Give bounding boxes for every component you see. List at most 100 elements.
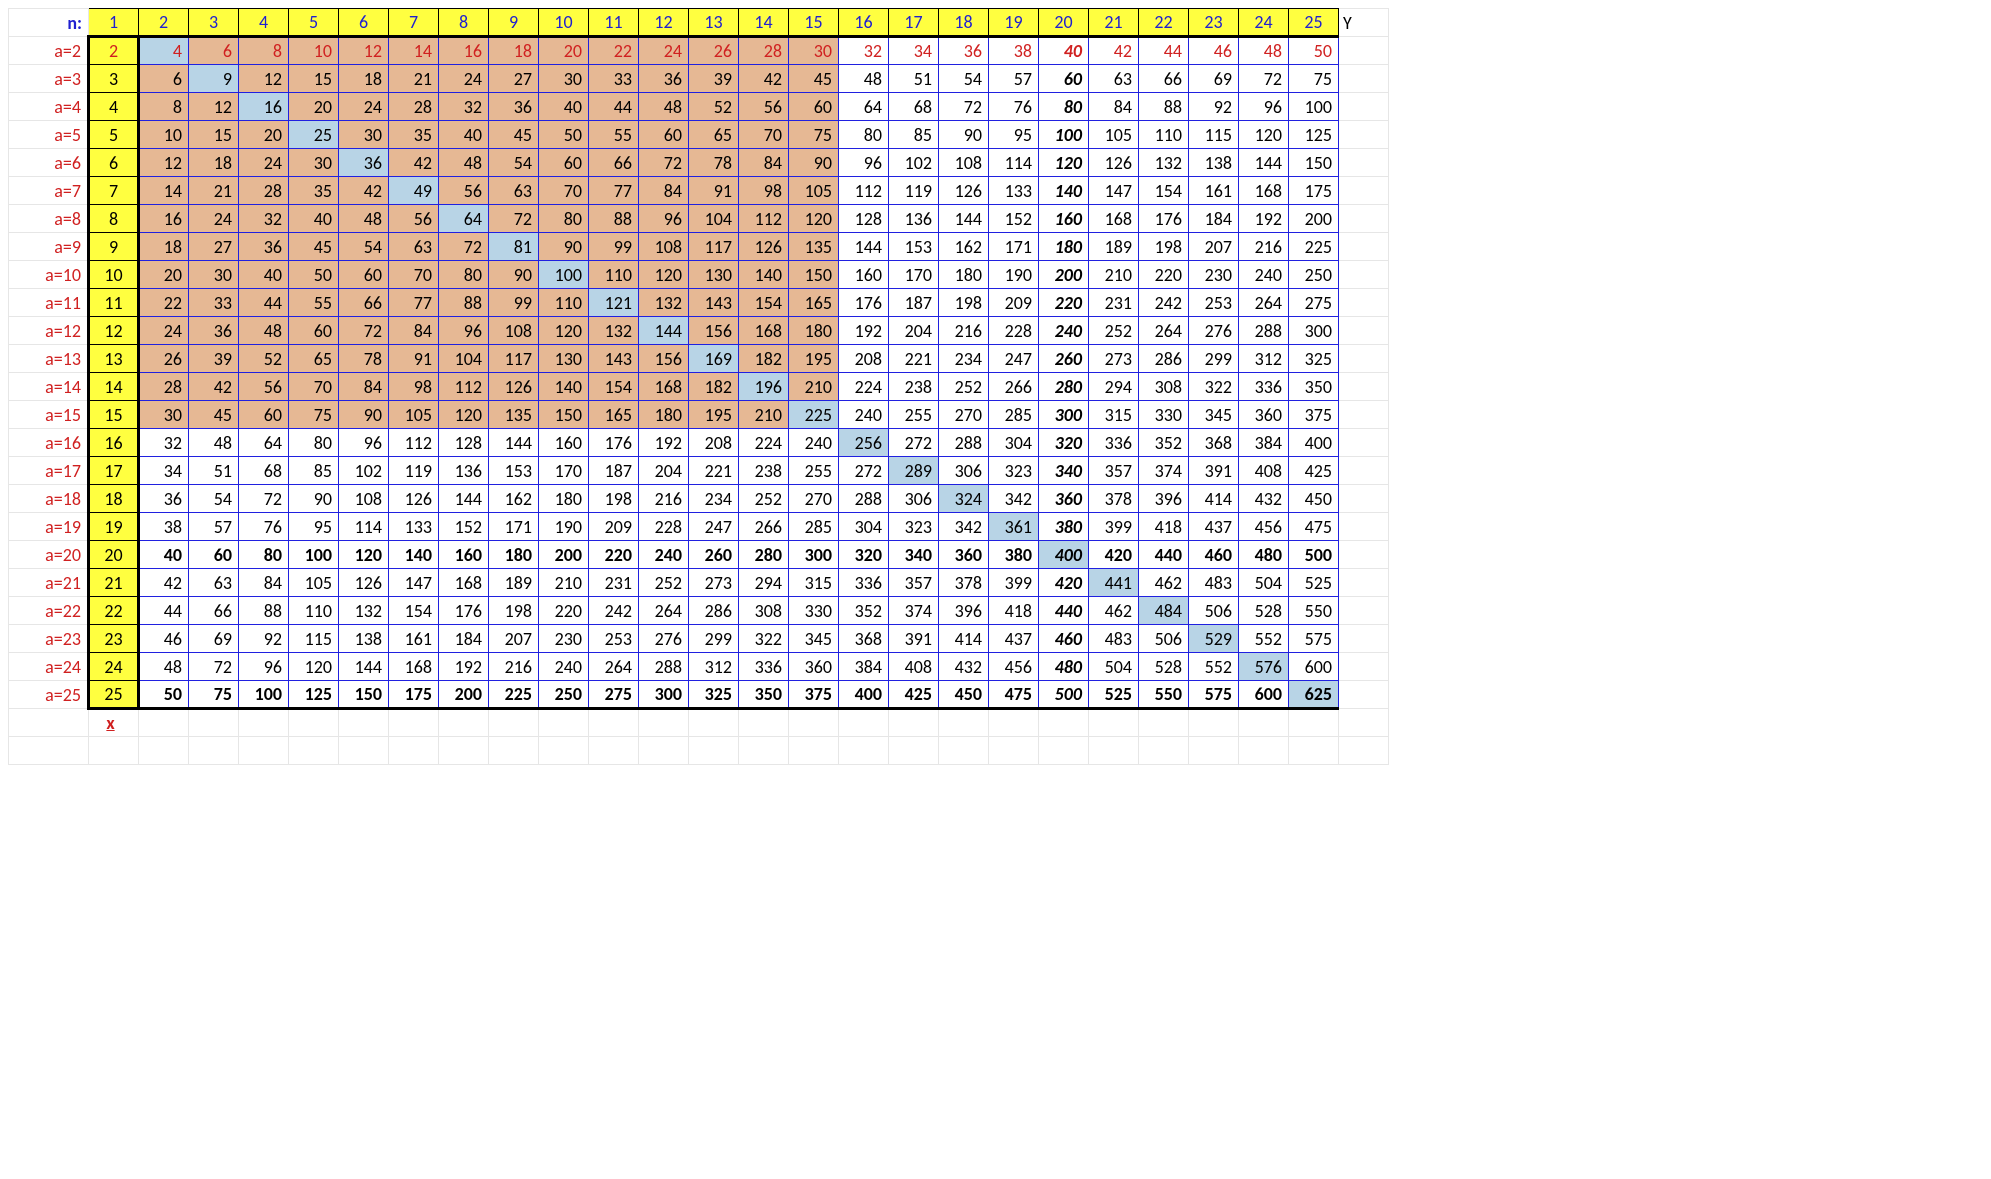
col-header-14: 14 [739,9,789,37]
cell-a11-n15: 165 [789,289,839,317]
cell-a25-n9: 225 [489,681,539,709]
cell-a22-n23: 506 [1189,597,1239,625]
cell-a13-n10: 130 [539,345,589,373]
cell-a15-n6: 90 [339,401,389,429]
cell-a3-n17: 51 [889,65,939,93]
row-header-a9: a=9 [9,233,89,261]
cell-a15-n4: 60 [239,401,289,429]
cell-a16-n12: 192 [639,429,689,457]
cell-a8-n5: 40 [289,205,339,233]
cell-a24-n24: 576 [1239,653,1289,681]
blank [989,737,1039,765]
cell-a12-n19: 228 [989,317,1039,345]
cell-a17-n22: 374 [1139,457,1189,485]
cell-a14-n5: 70 [289,373,339,401]
cell-a6-n3: 18 [189,149,239,177]
cell-a24-n3: 72 [189,653,239,681]
cell-a21-n17: 357 [889,569,939,597]
cell-a8-n10: 80 [539,205,589,233]
cell-a15-n13: 195 [689,401,739,429]
cell-a17-n5: 85 [289,457,339,485]
row-header-a10: a=10 [9,261,89,289]
cell-a6-n23: 138 [1189,149,1239,177]
cell-a17-n18: 306 [939,457,989,485]
cell-a6-n12: 72 [639,149,689,177]
cell-a11-n22: 242 [1139,289,1189,317]
cell-a24-n15: 360 [789,653,839,681]
footer-empty [539,709,589,737]
cell-a10-n5: 50 [289,261,339,289]
cell-a13-n7: 91 [389,345,439,373]
blank [889,737,939,765]
cell-a13-n8: 104 [439,345,489,373]
cell-a19-n14: 266 [739,513,789,541]
blank [239,737,289,765]
cell-a2-n3: 6 [189,37,239,65]
cell-a23-n12: 276 [639,625,689,653]
cell-a8-n7: 56 [389,205,439,233]
cell-a16-n23: 368 [1189,429,1239,457]
cell-a4-n24: 96 [1239,93,1289,121]
cell-a19-n13: 247 [689,513,739,541]
footer-empty [739,709,789,737]
cell-a23-n5: 115 [289,625,339,653]
cell-a21-n9: 189 [489,569,539,597]
cell-a25-n12: 300 [639,681,689,709]
cell-a10-n4: 40 [239,261,289,289]
trailing-cell [1339,65,1389,93]
cell-a15-n5: 75 [289,401,339,429]
cell-a8-n8: 64 [439,205,489,233]
cell-a21-n20: 420 [1039,569,1089,597]
cell-a3-n11: 33 [589,65,639,93]
footer-empty [589,709,639,737]
col-header-13: 13 [689,9,739,37]
cell-a25-n21: 525 [1089,681,1139,709]
cell-a14-n24: 336 [1239,373,1289,401]
cell-a12-n24: 288 [1239,317,1289,345]
cell-a10-n16: 160 [839,261,889,289]
trailing-cell [1339,177,1389,205]
cell-a11-n7: 77 [389,289,439,317]
cell-a18-n24: 432 [1239,485,1289,513]
footer-empty [239,709,289,737]
cell-a12-n17: 204 [889,317,939,345]
col-header-6: 6 [339,9,389,37]
cell-a8-n2: 16 [139,205,189,233]
cell-a9-n3: 27 [189,233,239,261]
cell-a15-n22: 330 [1139,401,1189,429]
cell-a20-n23: 460 [1189,541,1239,569]
cell-a11-n18: 198 [939,289,989,317]
cell-a11-n21: 231 [1089,289,1139,317]
cell-a13-n9: 117 [489,345,539,373]
cell-a15-n16: 240 [839,401,889,429]
cell-a18-n15: 270 [789,485,839,513]
cell-a25-n14: 350 [739,681,789,709]
cell-a20-n20: 400 [1039,541,1089,569]
cell-a13-n25: 325 [1289,345,1339,373]
cell-a13-n23: 299 [1189,345,1239,373]
cell-a25-n3: 75 [189,681,239,709]
cell-a5-n9: 45 [489,121,539,149]
col-header-9: 9 [489,9,539,37]
cell-a5-n3: 15 [189,121,239,149]
cell-a4-n21: 84 [1089,93,1139,121]
cell-a18-n14: 252 [739,485,789,513]
cell-a14-n2: 28 [139,373,189,401]
cell-a21-n23: 483 [1189,569,1239,597]
cell-a3-n20: 60 [1039,65,1089,93]
cell-a16-n5: 80 [289,429,339,457]
cell-a4-n13: 52 [689,93,739,121]
cell-a14-n12: 168 [639,373,689,401]
cell-a9-n22: 198 [1139,233,1189,261]
cell-a22-n16: 352 [839,597,889,625]
cell-a15-n10: 150 [539,401,589,429]
cell-a6-n11: 66 [589,149,639,177]
cell-a2-n16: 32 [839,37,889,65]
cell-a12-n3: 36 [189,317,239,345]
cell-a21-n21: 441 [1089,569,1139,597]
cell-a21-n22: 462 [1139,569,1189,597]
footer-empty [1139,709,1189,737]
col-header-22: 22 [1139,9,1189,37]
cell-a10-n1: 10 [89,261,139,289]
cell-a16-n7: 112 [389,429,439,457]
